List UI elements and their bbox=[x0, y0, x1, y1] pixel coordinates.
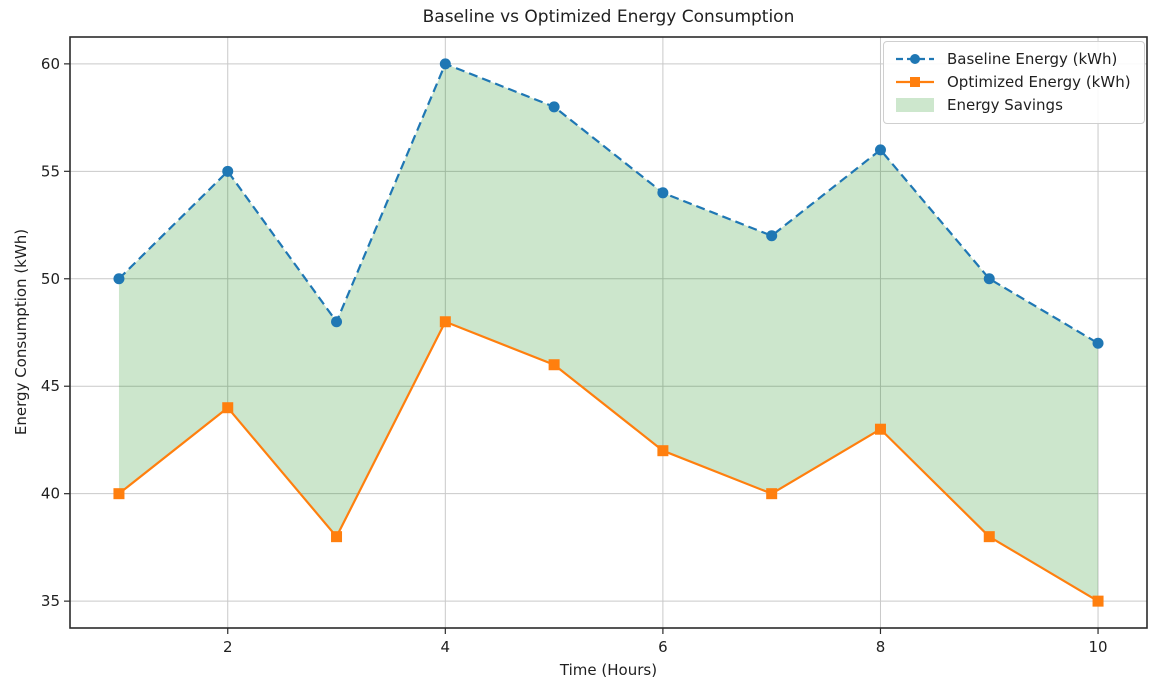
chart-title: Baseline vs Optimized Energy Consumption bbox=[422, 7, 795, 27]
svg-text:60: 60 bbox=[41, 55, 60, 73]
svg-text:10: 10 bbox=[1088, 638, 1107, 656]
svg-text:45: 45 bbox=[41, 377, 60, 395]
legend-label-optimized: Optimized Energy (kWh) bbox=[947, 73, 1131, 91]
baseline-line-icon bbox=[896, 54, 934, 64]
legend-item-baseline: Baseline Energy (kWh) bbox=[894, 50, 1134, 68]
savings-patch-icon bbox=[896, 98, 934, 112]
legend-label-baseline: Baseline Energy (kWh) bbox=[947, 50, 1118, 68]
tick-labels: 2 4 6 8 10 35 40 45 50 55 60 bbox=[41, 55, 1108, 656]
gridlines bbox=[70, 37, 1147, 628]
axis-ticks bbox=[64, 63, 1099, 634]
svg-text:55: 55 bbox=[41, 162, 60, 180]
svg-text:4: 4 bbox=[441, 638, 451, 656]
legend-item-savings: Energy Savings bbox=[894, 96, 1134, 114]
savings-area bbox=[118, 63, 1099, 602]
legend-item-optimized: Optimized Energy (kWh) bbox=[894, 73, 1134, 91]
y-axis-label: Energy Consumption (kWh) bbox=[12, 228, 30, 436]
series-lines bbox=[113, 58, 1104, 607]
legend-label-savings: Energy Savings bbox=[947, 96, 1063, 114]
optimized-line-icon bbox=[896, 77, 934, 87]
svg-text:2: 2 bbox=[223, 638, 233, 656]
svg-text:35: 35 bbox=[41, 592, 60, 610]
svg-text:40: 40 bbox=[41, 485, 60, 503]
x-axis-label: Time (Hours) bbox=[559, 661, 658, 679]
svg-text:6: 6 bbox=[658, 638, 668, 656]
svg-text:50: 50 bbox=[41, 270, 60, 288]
plot-frame bbox=[69, 36, 1148, 629]
legend: Baseline Energy (kWh) Optimized Energy (… bbox=[883, 41, 1145, 124]
svg-text:8: 8 bbox=[876, 638, 886, 656]
